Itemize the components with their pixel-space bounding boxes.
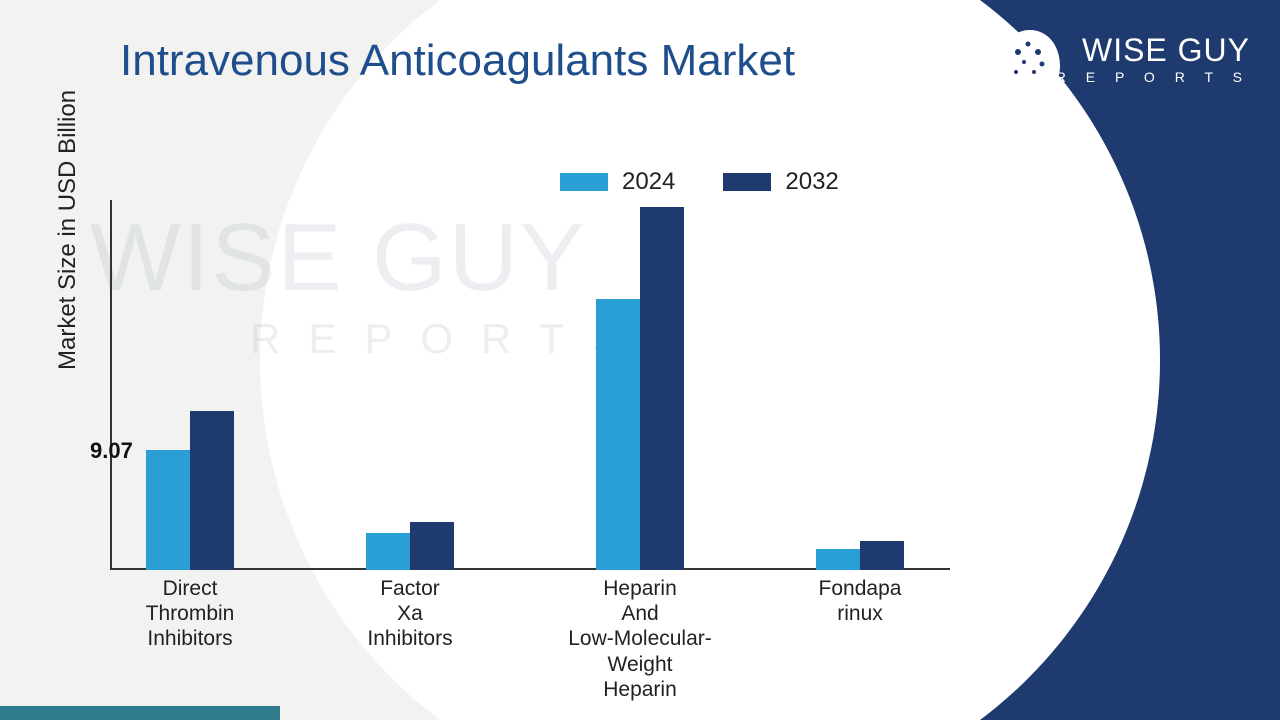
- bottom-strip: [0, 706, 280, 720]
- bar-group: [596, 207, 684, 570]
- logo-line1: WISE GUY: [1056, 34, 1250, 66]
- legend-item-2024: 2024: [560, 168, 675, 196]
- bar: [190, 411, 234, 570]
- legend-item-2032: 2032: [723, 168, 838, 196]
- y-axis-label: Market Size in USD Billion: [54, 90, 82, 370]
- category-label: FactorXaInhibitors: [310, 576, 510, 652]
- logo-text: WISE GUY R E P O R T S: [1056, 34, 1250, 84]
- legend-label-2032: 2032: [785, 168, 838, 196]
- plot-area: DirectThrombinInhibitorsFactorXaInhibito…: [110, 200, 950, 570]
- bar: [146, 450, 190, 570]
- value-label: 9.07: [90, 438, 133, 464]
- y-axis-line: [110, 200, 112, 570]
- chart-stage: WISE GUY REPORTS WISE GUY R E P O R T S …: [0, 0, 1280, 720]
- bar-group: [146, 411, 234, 570]
- legend-label-2024: 2024: [622, 168, 675, 196]
- legend-swatch-2024: [560, 173, 608, 191]
- bar-group: [366, 522, 454, 570]
- category-label: HeparinAndLow-Molecular-WeightHeparin: [540, 576, 740, 702]
- legend-swatch-2032: [723, 173, 771, 191]
- bar: [366, 533, 410, 570]
- legend: 2024 2032: [560, 168, 839, 196]
- bar: [596, 299, 640, 570]
- logo-line2: R E P O R T S: [1056, 70, 1250, 84]
- bar: [860, 541, 904, 570]
- bar: [640, 207, 684, 570]
- category-label: DirectThrombinInhibitors: [90, 576, 290, 652]
- chart-title: Intravenous Anticoagulants Market: [120, 36, 795, 86]
- bar-group: [816, 541, 904, 570]
- bar: [410, 522, 454, 570]
- category-label: Fondaparinux: [760, 576, 960, 626]
- bar: [816, 549, 860, 570]
